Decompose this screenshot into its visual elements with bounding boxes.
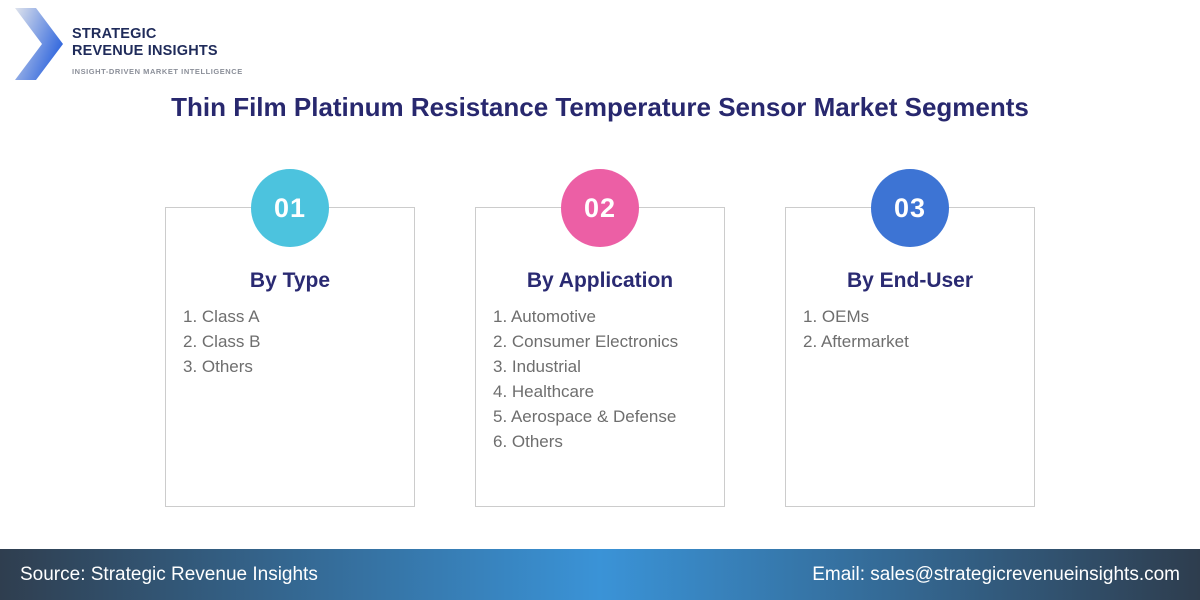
list-item: 3. Industrial <box>493 357 581 376</box>
segment-card-by-application: 02 By Application 1. Automotive 2. Consum… <box>475 169 725 507</box>
list-item: 2. Aftermarket <box>803 332 909 351</box>
segment-number-badge-2: 02 <box>561 169 639 247</box>
segment-card-by-type: 01 By Type 1. Class A 2. Class B 3. Others <box>165 169 415 507</box>
list-item: 1. OEMs <box>803 307 870 326</box>
logo-name-line2: REVENUE INSIGHTS <box>72 42 218 59</box>
logo-tagline: INSIGHT-DRIVEN MARKET INTELLIGENCE <box>72 66 243 76</box>
logo-name-line1: STRATEGIC <box>72 26 157 43</box>
segment-number-badge-1: 01 <box>251 169 329 247</box>
brand-logo: STRATEGIC REVENUE INSIGHTS INSIGHT-DRIVE… <box>15 8 243 80</box>
segment-heading-by-application: By Application <box>526 269 674 292</box>
footer-source-text: Source: Strategic Revenue Insights <box>20 563 318 585</box>
segment-list-by-application: 1. Automotive 2. Consumer Electronics 3. I… <box>476 304 724 454</box>
list-item: 2. Consumer Electronics <box>493 332 679 351</box>
footer-bar: Source: Strategic Revenue Insights Email… <box>0 549 1200 600</box>
page-title: Thin Film Platinum Resistance Temperatur… <box>171 92 1029 122</box>
segment-list-by-end-user: 1. OEMs 2. Aftermarket <box>786 304 1034 354</box>
segment-cards-row: 01 By Type 1. Class A 2. Class B 3. Others… <box>165 169 1035 507</box>
segment-card-by-end-user: 03 By End-User 1. OEMs 2. Aftermarket <box>785 169 1035 507</box>
logo-text: STRATEGIC REVENUE INSIGHTS INSIGHT-DRIVE… <box>72 12 243 75</box>
segment-heading-by-type: By Type <box>249 269 331 292</box>
list-item: 3. Others <box>183 357 253 376</box>
list-item: 1. Automotive <box>493 307 597 326</box>
list-item: 4. Healthcare <box>493 382 595 401</box>
list-item: 2. Class B <box>183 332 261 351</box>
segment-number-2: 02 <box>583 192 617 223</box>
list-item: 1. Class A <box>183 307 260 326</box>
segment-heading-by-end-user: By End-User <box>846 269 974 292</box>
segment-number-badge-3: 03 <box>871 169 949 247</box>
segment-number-3: 03 <box>893 192 927 223</box>
logo-chevron-icon <box>15 8 63 80</box>
list-item: 5. Aerospace & Defense <box>493 407 677 426</box>
list-item: 6. Others <box>493 432 563 451</box>
segment-list-by-type: 1. Class A 2. Class B 3. Others <box>166 304 414 379</box>
segment-number-1: 01 <box>273 192 307 223</box>
footer-email-text: Email: sales@strategicrevenueinsights.co… <box>812 563 1180 585</box>
